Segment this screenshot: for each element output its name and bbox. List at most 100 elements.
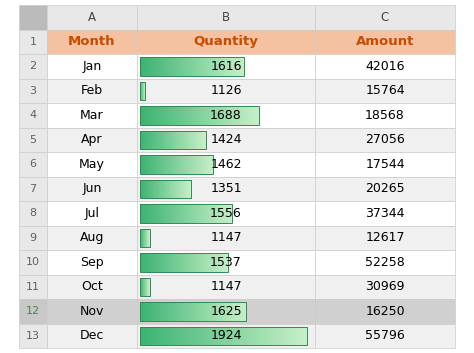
Bar	[145, 82, 146, 100]
Bar	[209, 204, 211, 222]
Bar	[137, 127, 315, 152]
Bar	[200, 106, 202, 125]
Bar	[195, 155, 197, 174]
Bar	[190, 253, 192, 271]
Bar	[209, 302, 211, 321]
Bar	[157, 155, 159, 174]
Bar	[172, 204, 174, 222]
Bar	[164, 106, 166, 125]
Bar	[146, 277, 147, 296]
Bar	[190, 155, 192, 174]
Bar	[191, 131, 193, 149]
Bar	[210, 327, 213, 345]
Bar	[170, 302, 173, 321]
Text: 12: 12	[26, 306, 40, 316]
Bar	[161, 57, 163, 76]
Bar	[218, 106, 220, 125]
Bar	[143, 82, 144, 100]
Bar	[237, 57, 240, 76]
Bar	[182, 131, 184, 149]
Bar	[140, 302, 142, 321]
Bar	[140, 327, 307, 345]
Bar	[141, 131, 143, 149]
Bar	[151, 327, 155, 345]
Bar	[181, 131, 182, 149]
Bar	[232, 327, 235, 345]
Bar	[145, 131, 146, 149]
Text: Quantity: Quantity	[193, 35, 258, 48]
Bar	[171, 131, 172, 149]
Bar	[212, 204, 214, 222]
Bar	[172, 106, 174, 125]
Bar	[148, 277, 149, 296]
Bar	[176, 57, 179, 76]
Bar	[245, 106, 247, 125]
Bar	[174, 253, 176, 271]
Bar	[182, 57, 184, 76]
Bar	[144, 155, 146, 174]
Bar	[304, 327, 307, 345]
Bar	[284, 327, 288, 345]
Bar	[177, 155, 178, 174]
Bar	[137, 275, 315, 299]
Bar	[179, 302, 181, 321]
Text: 4: 4	[29, 110, 36, 120]
Bar	[159, 131, 160, 149]
Bar	[290, 327, 293, 345]
Bar	[141, 228, 142, 247]
Bar	[186, 155, 188, 174]
Bar	[220, 327, 224, 345]
Bar	[214, 204, 216, 222]
Bar	[177, 302, 180, 321]
Bar	[149, 179, 151, 198]
Bar	[186, 204, 188, 222]
Bar	[315, 152, 455, 176]
Bar	[143, 179, 144, 198]
Bar	[186, 106, 188, 125]
Bar	[179, 179, 180, 198]
Bar	[152, 204, 155, 222]
Bar	[231, 204, 233, 222]
Bar	[201, 131, 203, 149]
Bar	[170, 57, 172, 76]
Bar	[279, 327, 282, 345]
Bar	[198, 106, 200, 125]
Bar	[253, 106, 255, 125]
Bar	[224, 57, 226, 76]
Bar	[162, 106, 164, 125]
Bar	[178, 57, 181, 76]
Bar	[214, 302, 217, 321]
Bar	[199, 302, 201, 321]
Bar	[172, 155, 173, 174]
Bar	[176, 106, 178, 125]
Bar	[144, 82, 145, 100]
Bar	[179, 155, 181, 174]
Bar	[19, 78, 47, 103]
Bar	[154, 179, 155, 198]
Bar	[170, 131, 171, 149]
Bar	[168, 179, 169, 198]
Bar	[148, 228, 149, 247]
Bar	[154, 57, 156, 76]
Bar	[154, 106, 156, 125]
Bar	[199, 204, 201, 222]
Bar	[144, 82, 145, 100]
Bar	[212, 155, 214, 174]
Text: 1351: 1351	[210, 182, 242, 195]
Bar	[167, 131, 169, 149]
Bar	[173, 57, 175, 76]
Bar	[145, 179, 146, 198]
Bar	[296, 327, 299, 345]
Bar	[186, 302, 188, 321]
Bar	[239, 106, 242, 125]
Bar	[149, 57, 151, 76]
Bar	[207, 327, 210, 345]
Bar	[245, 302, 247, 321]
Bar	[155, 204, 157, 222]
Bar	[146, 228, 147, 247]
Bar	[225, 302, 227, 321]
Bar	[192, 155, 194, 174]
Bar	[140, 179, 191, 198]
Bar	[141, 228, 142, 247]
Bar	[19, 152, 47, 176]
